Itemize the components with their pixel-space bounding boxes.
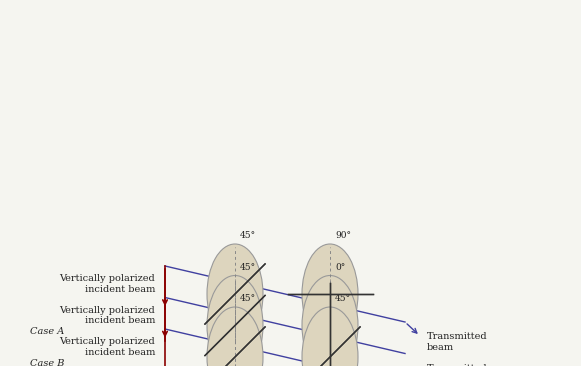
Text: Vertically polarized
incident beam: Vertically polarized incident beam xyxy=(59,274,155,294)
Ellipse shape xyxy=(302,276,358,366)
Text: 0°: 0° xyxy=(335,262,345,272)
Text: 45°: 45° xyxy=(240,294,256,303)
Text: 90°: 90° xyxy=(335,231,351,240)
Text: Case A: Case A xyxy=(30,328,64,336)
Text: Vertically polarized
incident beam: Vertically polarized incident beam xyxy=(59,337,155,357)
Text: 45°: 45° xyxy=(335,294,351,303)
Text: Transmitted
beam: Transmitted beam xyxy=(427,332,487,352)
Text: Transmitted
beam: Transmitted beam xyxy=(427,364,487,366)
Ellipse shape xyxy=(207,244,263,344)
Text: 45°: 45° xyxy=(240,231,256,240)
Ellipse shape xyxy=(207,276,263,366)
Ellipse shape xyxy=(302,244,358,344)
Text: 45°: 45° xyxy=(240,262,256,272)
Text: Vertically polarized
incident beam: Vertically polarized incident beam xyxy=(59,306,155,325)
Ellipse shape xyxy=(302,307,358,366)
Ellipse shape xyxy=(207,307,263,366)
Text: Case B: Case B xyxy=(30,359,64,366)
